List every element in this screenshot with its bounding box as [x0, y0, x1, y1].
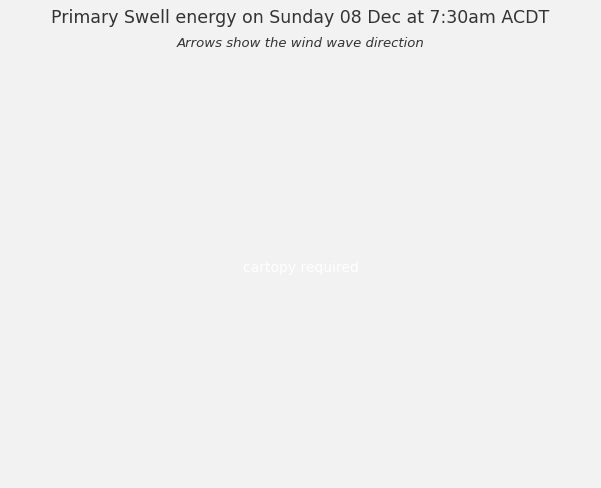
Text: Arrows show the wind wave direction: Arrows show the wind wave direction [177, 37, 424, 50]
Text: cartopy required: cartopy required [243, 261, 358, 275]
Text: Primary Swell energy on Sunday 08 Dec at 7:30am ACDT: Primary Swell energy on Sunday 08 Dec at… [51, 9, 550, 27]
